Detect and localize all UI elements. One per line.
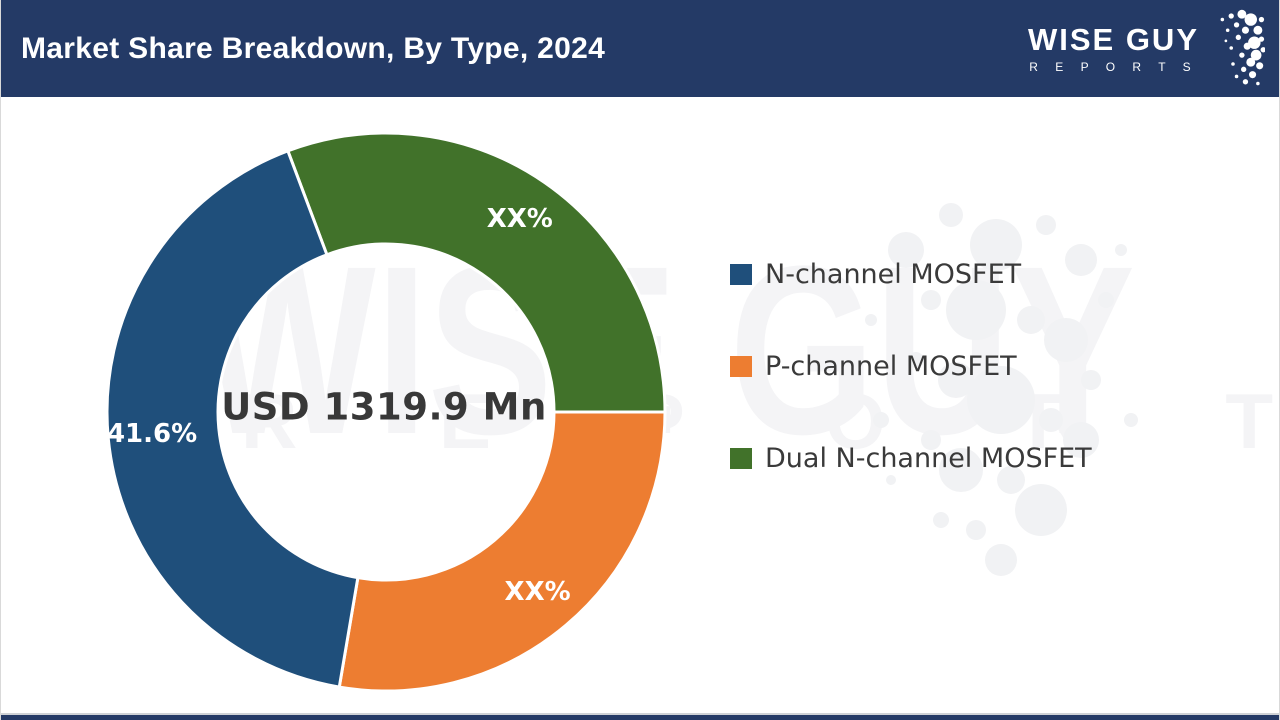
legend-item-dual-n-channel-mosfet: Dual N-channel MOSFET [730, 443, 1092, 474]
footer-bar [1, 715, 1279, 720]
wise-guy-reports-logo: WISE GUY R E P O R T S [1028, 6, 1265, 90]
header-bar: Market Share Breakdown, By Type, 2024 WI… [1, 0, 1279, 97]
legend-item-n-channel-mosfet: N-channel MOSFET [730, 259, 1092, 290]
chart-legend: N-channel MOSFET P-channel MOSFET Dual N… [730, 259, 1092, 474]
legend-swatch-green [730, 448, 752, 469]
legend-label: P-channel MOSFET [765, 351, 1017, 382]
slice-label-dual-n-channel-mosfet: XX% [486, 203, 553, 234]
legend-item-p-channel-mosfet: P-channel MOSFET [730, 351, 1092, 382]
footer-divider [1, 713, 1279, 715]
legend-swatch-orange [730, 356, 752, 377]
page-title: Market Share Breakdown, By Type, 2024 [21, 31, 606, 65]
slice-label-n-channel-mosfet: 41.6% [106, 419, 198, 450]
legend-label: N-channel MOSFET [765, 259, 1022, 290]
slice-label-p-channel-mosfet: XX% [504, 576, 571, 607]
logo-subtitle: R E P O R T S [1029, 60, 1198, 74]
logo-head-icon [1220, 9, 1265, 86]
donut-center-value: USD 1319.9 Mn [221, 385, 547, 429]
legend-label: Dual N-channel MOSFET [765, 443, 1092, 474]
legend-swatch-blue [730, 264, 752, 285]
logo-wordmark: WISE GUY [1027, 22, 1199, 57]
